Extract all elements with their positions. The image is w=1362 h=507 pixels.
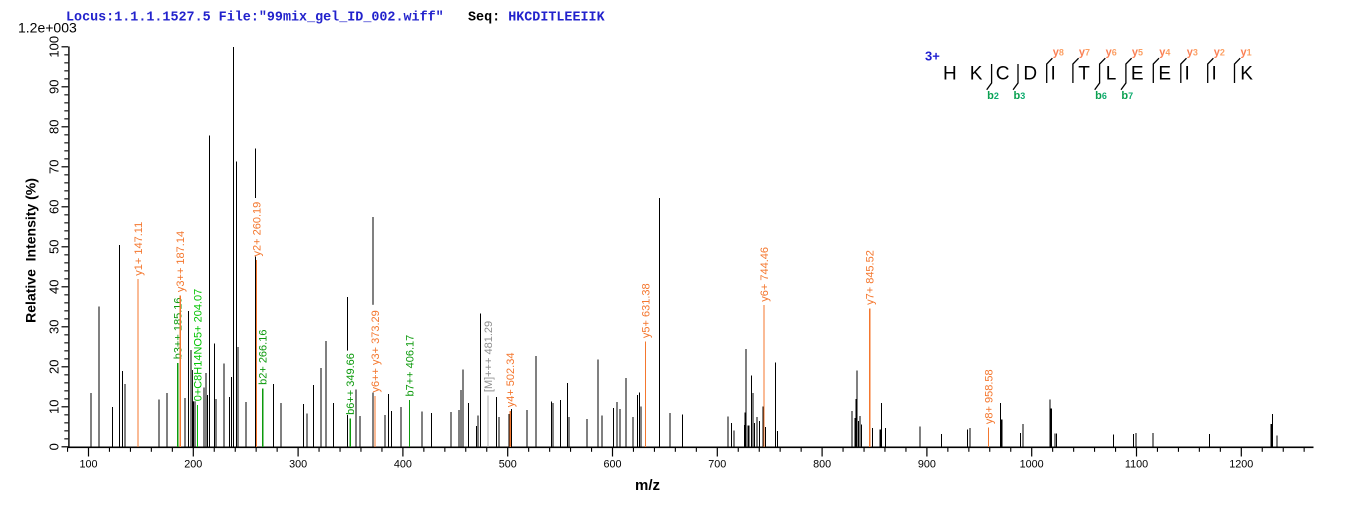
svg-text:b2: b2 — [987, 90, 999, 102]
svg-text:700: 700 — [708, 459, 726, 471]
svg-text:y5: y5 — [1132, 47, 1143, 59]
svg-text:b3: b3 — [1014, 90, 1026, 102]
svg-text:200: 200 — [184, 459, 202, 471]
svg-text:y3++ 187.14: y3++ 187.14 — [175, 231, 187, 292]
svg-text:y6+ 744.46: y6+ 744.46 — [759, 247, 771, 302]
svg-text:b6: b6 — [1095, 90, 1107, 102]
svg-text:30: 30 — [47, 320, 62, 334]
svg-text:400: 400 — [394, 459, 412, 471]
svg-text:H: H — [943, 64, 957, 85]
svg-text:0: 0 — [47, 443, 62, 450]
svg-text:E: E — [1158, 64, 1171, 85]
svg-text:y4+ 502.34: y4+ 502.34 — [505, 353, 517, 408]
svg-text:40: 40 — [47, 280, 62, 294]
svg-text:500: 500 — [499, 459, 517, 471]
svg-text:y6++ y3+ 373.29: y6++ y3+ 373.29 — [370, 310, 382, 392]
svg-text:K: K — [970, 64, 983, 85]
svg-text:L: L — [1106, 64, 1117, 85]
svg-text:Seq: HKCDITLEEIIK: Seq: HKCDITLEEIIK — [468, 10, 606, 25]
svg-text:y2: y2 — [1214, 47, 1225, 59]
svg-text:y3: y3 — [1187, 47, 1198, 59]
svg-text:3+: 3+ — [925, 49, 940, 64]
svg-text:y8+ 958.58: y8+ 958.58 — [983, 369, 995, 424]
svg-text:20: 20 — [47, 360, 62, 374]
svg-text:y1+ 147.11: y1+ 147.11 — [133, 222, 145, 276]
svg-text:y6: y6 — [1106, 47, 1117, 59]
svg-text:y5+ 631.38: y5+ 631.38 — [640, 283, 652, 338]
svg-text:b7++ 406.17: b7++ 406.17 — [404, 335, 416, 397]
svg-text:[M]+++ 481.29: [M]+++ 481.29 — [483, 321, 495, 392]
svg-text:50: 50 — [47, 240, 62, 254]
svg-text:60: 60 — [47, 200, 62, 214]
svg-text:80: 80 — [47, 120, 62, 134]
svg-text:900: 900 — [918, 459, 936, 471]
svg-text:600: 600 — [603, 459, 621, 471]
svg-text:y1: y1 — [1241, 47, 1252, 59]
svg-text:70: 70 — [47, 160, 62, 174]
svg-text:Locus:1.1.1.1527.5 File:"99mix: Locus:1.1.1.1527.5 File:"99mix_gel_ID_00… — [66, 10, 444, 25]
svg-text:I: I — [1185, 64, 1190, 85]
svg-text:b6++ 349.66: b6++ 349.66 — [345, 353, 357, 415]
svg-text:90: 90 — [47, 80, 62, 94]
svg-text:Relative Intensity (%): Relative Intensity (%) — [23, 178, 39, 323]
svg-text:b7: b7 — [1121, 90, 1133, 102]
svg-text:y8: y8 — [1053, 47, 1064, 59]
svg-text:E: E — [1131, 64, 1144, 85]
svg-text:T: T — [1078, 64, 1090, 85]
svg-text:K: K — [1240, 64, 1253, 85]
svg-text:1.2e+003: 1.2e+003 — [18, 20, 77, 36]
svg-text:800: 800 — [813, 459, 831, 471]
svg-text:1200: 1200 — [1229, 459, 1253, 471]
svg-text:C: C — [996, 64, 1010, 85]
svg-text:y7+ 845.52: y7+ 845.52 — [865, 250, 877, 305]
svg-text:1000: 1000 — [1020, 459, 1044, 471]
svg-text:300: 300 — [289, 459, 307, 471]
svg-text:y7: y7 — [1079, 47, 1090, 59]
svg-text:y4: y4 — [1159, 47, 1170, 59]
svg-text:100: 100 — [47, 36, 62, 58]
svg-text:I: I — [1212, 64, 1217, 85]
svg-text:D: D — [1023, 64, 1037, 85]
svg-text:1100: 1100 — [1125, 459, 1148, 471]
svg-text:10: 10 — [47, 400, 62, 414]
svg-text:100: 100 — [79, 459, 97, 471]
svg-text:0+C8H14NO5+ 204.07: 0+C8H14NO5+ 204.07 — [192, 289, 204, 402]
svg-text:b3++ 185.16: b3++ 185.16 — [173, 298, 185, 360]
svg-text:I: I — [1050, 64, 1055, 85]
svg-text:m/z: m/z — [635, 477, 660, 494]
svg-text:y2+ 260.19: y2+ 260.19 — [252, 202, 264, 257]
svg-text:b2+ 266.16: b2+ 266.16 — [258, 330, 270, 385]
